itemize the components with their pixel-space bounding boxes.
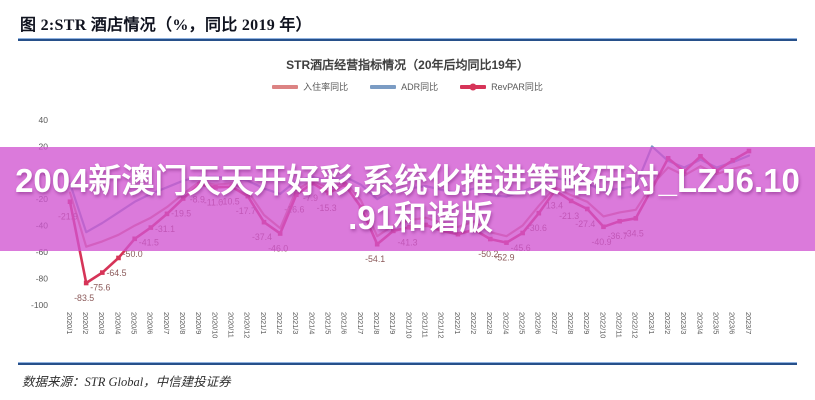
svg-text:2022/6: 2022/6 (534, 312, 543, 334)
occupancy-line-swatch-icon (272, 84, 299, 89)
svg-text:2022/7: 2022/7 (550, 312, 559, 334)
svg-text:2020/1: 2020/1 (65, 312, 74, 334)
svg-text:2020/9: 2020/9 (194, 312, 203, 334)
legend-item-occupancy: 入住率同比 (272, 80, 348, 93)
svg-text:2021/10: 2021/10 (404, 312, 413, 338)
svg-text:2021/5: 2021/5 (323, 312, 332, 334)
title-divider (18, 38, 797, 41)
svg-text:2023/3: 2023/3 (679, 312, 688, 334)
svg-text:2022/10: 2022/10 (598, 312, 607, 338)
svg-text:2020/2: 2020/2 (81, 312, 90, 334)
legend-label-adr: ADR同比 (401, 82, 439, 92)
svg-text:2022/8: 2022/8 (566, 312, 575, 334)
svg-text:2020/4: 2020/4 (113, 312, 122, 334)
svg-text:-64.5: -64.5 (106, 268, 126, 278)
svg-text:2022/4: 2022/4 (501, 312, 510, 334)
svg-text:-54.1: -54.1 (365, 254, 385, 264)
svg-text:2021/7: 2021/7 (356, 312, 365, 334)
svg-text:2020/11: 2020/11 (226, 312, 235, 338)
svg-text:2022/1: 2022/1 (453, 312, 462, 334)
svg-text:2021/12: 2021/12 (437, 312, 446, 338)
svg-text:2023/7: 2023/7 (744, 312, 753, 334)
svg-text:2020/6: 2020/6 (146, 312, 155, 334)
svg-text:2023/4: 2023/4 (695, 312, 704, 334)
svg-text:-60: -60 (36, 247, 49, 257)
svg-text:2020/10: 2020/10 (210, 312, 219, 338)
svg-text:2022/3: 2022/3 (485, 312, 494, 334)
svg-text:-80: -80 (36, 273, 49, 283)
footer-divider (18, 362, 797, 365)
revpar-marker-icon (469, 83, 477, 90)
svg-text:2020/7: 2020/7 (162, 312, 171, 334)
svg-text:2021/3: 2021/3 (291, 312, 300, 334)
legend-item-adr: ADR同比 (370, 80, 438, 93)
svg-text:2020/12: 2020/12 (243, 312, 252, 338)
svg-text:40: 40 (39, 115, 49, 125)
svg-text:2020/3: 2020/3 (97, 312, 106, 334)
svg-text:2022/12: 2022/12 (631, 312, 640, 338)
svg-text:2023/6: 2023/6 (728, 312, 737, 334)
svg-text:2021/6: 2021/6 (340, 312, 349, 334)
legend-item-revpar: RevPAR同比 (460, 80, 543, 93)
chart-legend: 入住率同比 ADR同比 RevPAR同比 (0, 80, 815, 93)
svg-text:-50.2: -50.2 (478, 249, 498, 259)
svg-text:2022/11: 2022/11 (614, 312, 623, 338)
svg-text:2022/2: 2022/2 (469, 312, 478, 334)
svg-text:-100: -100 (31, 300, 48, 310)
svg-text:2020/5: 2020/5 (129, 312, 138, 334)
svg-text:2021/4: 2021/4 (307, 312, 316, 334)
svg-text:-83.5: -83.5 (74, 293, 94, 303)
watermark-text-line2: .91和谐版 (348, 199, 493, 236)
svg-text:2022/9: 2022/9 (582, 312, 591, 334)
svg-text:2021/1: 2021/1 (259, 312, 268, 334)
svg-text:2021/11: 2021/11 (420, 312, 429, 338)
svg-text:2022/5: 2022/5 (517, 312, 526, 334)
svg-text:-52.9: -52.9 (494, 253, 514, 263)
figure-title: 图 2:STR 酒店情况（%，同比 2019 年） (20, 17, 312, 34)
svg-text:2021/2: 2021/2 (275, 312, 284, 334)
svg-text:2023/1: 2023/1 (647, 312, 656, 334)
watermark-banner: 2004新澳门天天开好彩,系统化推进策略研讨_LZJ6.10 .91和谐版 (0, 147, 815, 251)
svg-text:2023/2: 2023/2 (663, 312, 672, 334)
revpar-line-swatch-icon (460, 83, 487, 90)
svg-text:2021/9: 2021/9 (388, 312, 397, 334)
svg-text:20: 20 (39, 141, 49, 151)
svg-text:-50.0: -50.0 (123, 249, 143, 259)
legend-label-occupancy: 入住率同比 (303, 82, 349, 92)
svg-text:2023/5: 2023/5 (711, 312, 720, 334)
chart-title: STR酒店经营指标情况（20年后均同比19年） (286, 58, 529, 72)
legend-label-revpar: RevPAR同比 (491, 82, 543, 92)
watermark-text-line1: 2004新澳门天天开好彩,系统化推进策略研讨_LZJ6.10 (15, 162, 800, 199)
svg-text:2020/8: 2020/8 (178, 312, 187, 334)
data-source: 数据来源：STR Global，中信建投证券 (22, 375, 231, 389)
svg-text:-75.6: -75.6 (90, 283, 110, 293)
adr-line-swatch-icon (370, 84, 397, 89)
svg-text:2021/8: 2021/8 (372, 312, 381, 334)
